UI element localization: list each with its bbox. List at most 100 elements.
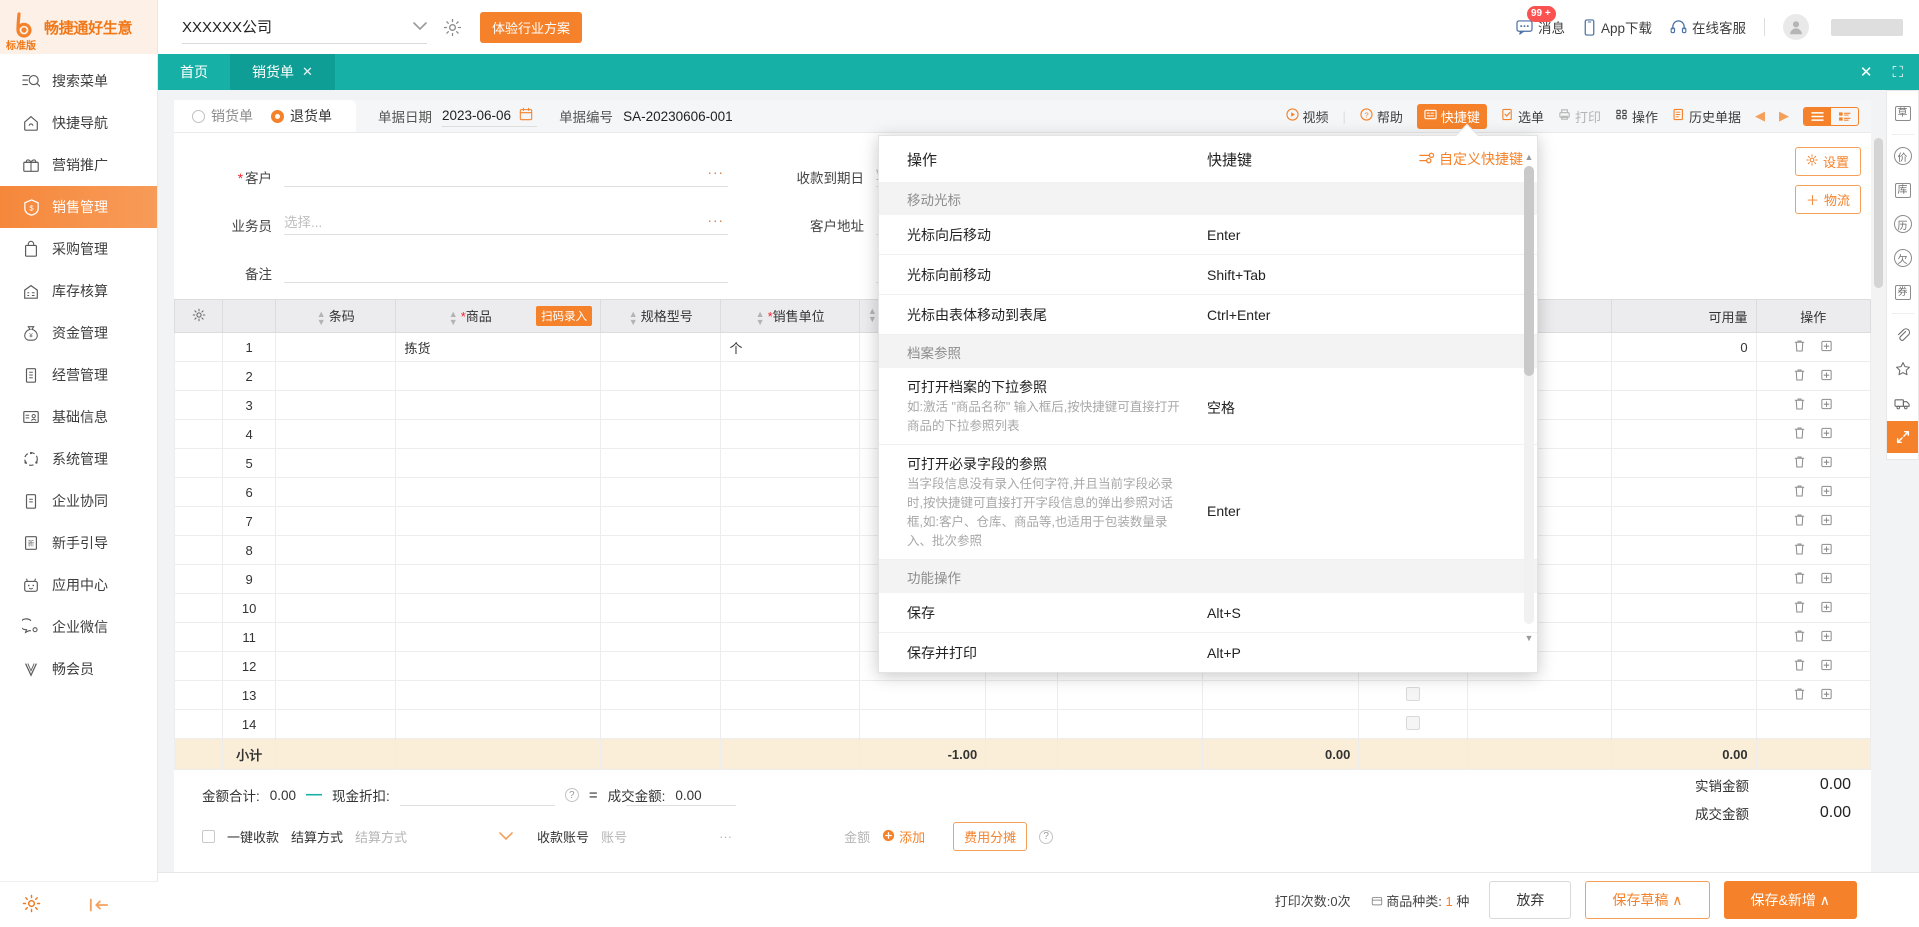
next-doc-icon[interactable]: ▶: [1779, 108, 1789, 123]
attachment-icon[interactable]: [1887, 319, 1918, 351]
sidebar-item-quick-nav[interactable]: 快捷导航: [0, 102, 157, 144]
copy-row-icon[interactable]: [1820, 513, 1833, 530]
settle-method-placeholder[interactable]: 结算方式: [355, 830, 408, 845]
one-click-receive-checkbox[interactable]: [202, 830, 215, 843]
favorite-icon[interactable]: [1887, 353, 1918, 385]
column-unit[interactable]: ▲ ▼ *销售单位: [720, 299, 860, 333]
column-spec[interactable]: ▲ ▼ 规格型号: [600, 299, 722, 333]
copy-row-icon[interactable]: [1820, 397, 1833, 414]
discard-button[interactable]: 放弃: [1489, 881, 1572, 919]
copy-row-icon[interactable]: [1820, 455, 1833, 472]
close-window-icon[interactable]: ✕: [1859, 64, 1873, 81]
video-button[interactable]: 视频: [1285, 107, 1329, 126]
expand-icon[interactable]: [1887, 421, 1918, 453]
header-gear-icon[interactable]: [443, 18, 462, 37]
column-config-icon[interactable]: [173, 299, 224, 333]
salesperson-more-icon[interactable]: ···: [707, 213, 724, 228]
modal-scrollbar[interactable]: [1524, 166, 1534, 624]
save-draft-button[interactable]: 保存草稿 ∧: [1585, 881, 1710, 919]
trial-solution-button[interactable]: 体验行业方案: [480, 11, 583, 43]
save-and-add-button[interactable]: 保存&新增 ∧: [1723, 881, 1857, 919]
trash-icon[interactable]: [1793, 339, 1806, 356]
copy-row-icon[interactable]: [1820, 426, 1833, 443]
custom-shortcut-link[interactable]: 自定义快捷键: [1419, 149, 1523, 169]
page-scrollbar[interactable]: [1874, 136, 1883, 816]
trash-icon[interactable]: [1793, 397, 1806, 414]
sidebar-item-sales-management[interactable]: $ 销售管理: [0, 186, 157, 228]
sidebar-item-collaboration[interactable]: 企业协同: [0, 480, 157, 522]
copy-row-icon[interactable]: [1820, 484, 1833, 501]
copy-row-icon[interactable]: [1820, 629, 1833, 646]
sidebar-item-purchase[interactable]: 采购管理: [0, 228, 157, 270]
customer-more-icon[interactable]: ···: [707, 165, 724, 180]
trash-icon[interactable]: [1793, 455, 1806, 472]
copy-row-icon[interactable]: [1820, 658, 1833, 675]
card-view-icon[interactable]: [1831, 108, 1858, 125]
final-amount-input[interactable]: [625, 784, 736, 806]
sidebar-item-inventory[interactable]: 库存核算: [0, 270, 157, 312]
account-more-icon[interactable]: ···: [719, 829, 733, 844]
trash-icon[interactable]: [1793, 426, 1806, 443]
trash-icon[interactable]: [1793, 687, 1806, 704]
app-download-link[interactable]: App下载: [1583, 17, 1652, 37]
column-product[interactable]: ▲ ▼ *商品 扫码录入: [395, 299, 602, 333]
cell-product[interactable]: 拣货: [395, 332, 602, 362]
page-scrollbar-thumb[interactable]: [1874, 138, 1883, 288]
remark-input[interactable]: [284, 255, 728, 283]
company-selector[interactable]: XXXXXX公司: [182, 10, 427, 44]
customer-input[interactable]: ···: [284, 159, 728, 187]
trash-icon[interactable]: [1793, 629, 1806, 646]
cell-unit[interactable]: 个: [720, 332, 860, 362]
table-row[interactable]: 13: [173, 680, 1872, 710]
tab-home[interactable]: 首页: [158, 54, 230, 90]
row-checkbox[interactable]: [1406, 715, 1421, 730]
collapse-icon[interactable]: [89, 897, 109, 913]
sidebar-item-wework[interactable]: 企业微信: [0, 606, 157, 648]
row-checkbox[interactable]: [1406, 686, 1421, 701]
trash-icon[interactable]: [1793, 484, 1806, 501]
maximize-window-icon[interactable]: ⛶: [1892, 63, 1903, 81]
trash-icon[interactable]: [1793, 571, 1806, 588]
list-view-icon[interactable]: [1804, 107, 1831, 125]
select-doc-button[interactable]: 选单: [1501, 107, 1544, 126]
copy-row-icon[interactable]: [1820, 368, 1833, 385]
gear-icon[interactable]: [22, 894, 41, 916]
trash-icon[interactable]: [1793, 542, 1806, 559]
draft-icon[interactable]: 草: [1887, 97, 1918, 129]
shortcut-button[interactable]: 快捷键: [1416, 103, 1487, 129]
scan-entry-badge[interactable]: 扫码录入: [536, 306, 593, 326]
receive-account-placeholder[interactable]: 账号: [601, 830, 628, 845]
cost-allocation-button[interactable]: 费用分摊: [953, 822, 1028, 851]
doc-date-field[interactable]: 2023-06-06: [442, 105, 538, 127]
prev-doc-icon[interactable]: ◀: [1755, 108, 1765, 123]
help-button[interactable]: ? 帮助: [1360, 107, 1403, 126]
copy-row-icon[interactable]: [1820, 600, 1833, 617]
trash-icon[interactable]: [1793, 368, 1806, 385]
tab-sales-order[interactable]: 销货单 ✕: [230, 54, 335, 90]
debt-icon[interactable]: 欠: [1887, 242, 1918, 274]
modal-scroll-down-icon[interactable]: ▼: [1524, 633, 1534, 643]
sidebar-item-system[interactable]: 系统管理: [0, 438, 157, 480]
add-settle-button[interactable]: 添加: [882, 827, 925, 846]
salesperson-input[interactable]: 选择... ···: [284, 207, 728, 235]
cell-barcode[interactable]: [275, 332, 397, 362]
price-icon[interactable]: 价: [1887, 140, 1918, 172]
logistics-button[interactable]: ＋ 物流: [1794, 185, 1861, 214]
modal-scroll-up-icon[interactable]: ▲: [1524, 152, 1534, 162]
logistics-icon[interactable]: [1887, 387, 1918, 419]
history-icon[interactable]: 历: [1887, 208, 1918, 240]
print-button[interactable]: 打印: [1558, 107, 1601, 126]
operations-button[interactable]: 操作: [1615, 107, 1658, 126]
trash-icon[interactable]: [1793, 600, 1806, 617]
copy-row-icon[interactable]: [1820, 687, 1833, 704]
close-icon[interactable]: ✕: [302, 64, 313, 79]
chevron-down-icon[interactable]: [413, 19, 427, 34]
copy-row-icon[interactable]: [1820, 339, 1833, 356]
avatar[interactable]: [1783, 14, 1809, 40]
column-barcode[interactable]: ▲ ▼ 条码: [275, 299, 397, 333]
sidebar-item-guide[interactable]: 新 新手引导: [0, 522, 157, 564]
sidebar-item-marketing[interactable]: 营销推广: [0, 144, 157, 186]
sidebar-item-vip[interactable]: 畅会员: [0, 648, 157, 690]
calendar-icon[interactable]: [519, 107, 533, 124]
copy-row-icon[interactable]: [1820, 542, 1833, 559]
